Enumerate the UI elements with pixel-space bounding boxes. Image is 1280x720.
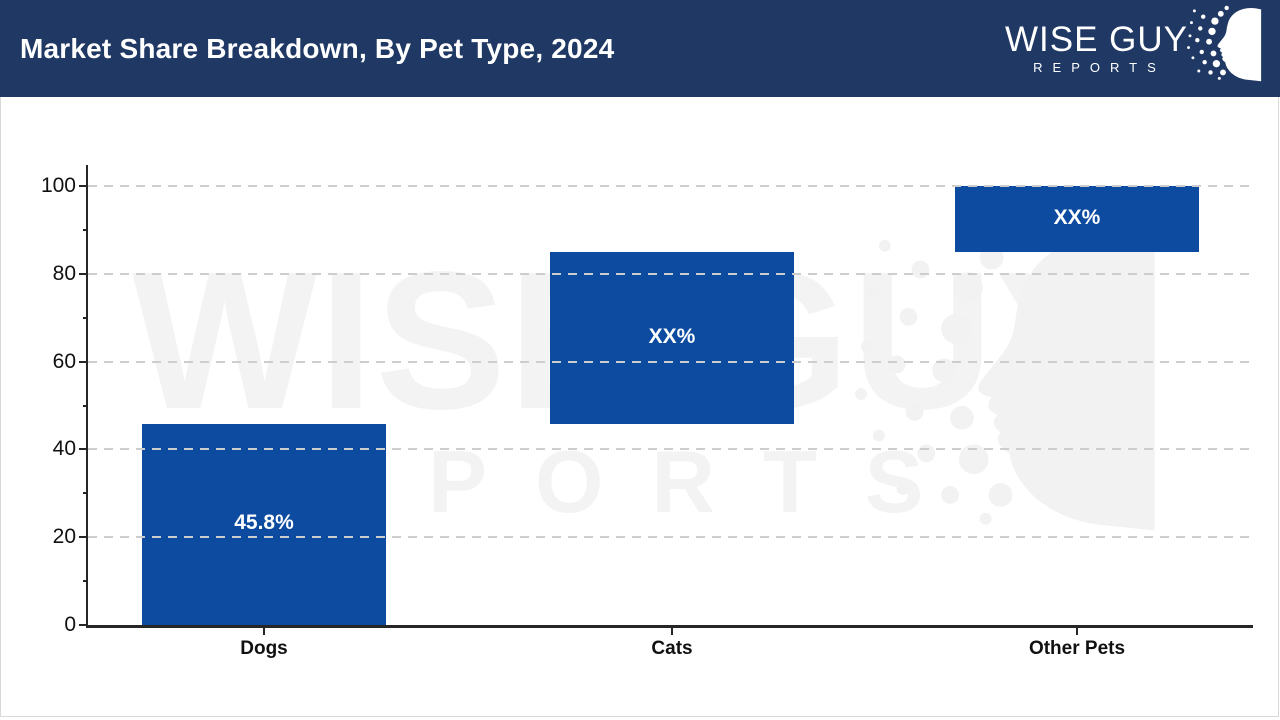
- y-axis-tick-label: 80: [52, 261, 76, 285]
- y-axis-tick-label: 60: [52, 349, 76, 373]
- bar-value-label: XX%: [648, 324, 696, 348]
- y-axis-tick-label: 100: [40, 174, 76, 197]
- y-axis-minor-tick: [83, 228, 88, 231]
- y-axis-major-tick: [79, 448, 88, 451]
- x-axis-category-label: Dogs: [240, 638, 288, 659]
- y-axis-line: [86, 165, 88, 627]
- y-axis-tick-label: 40: [52, 437, 76, 461]
- logo-wordmark: WISE GUY REPORTS: [1005, 22, 1188, 75]
- bar-value-label: 45.8%: [234, 511, 294, 535]
- bar-cats: [550, 251, 794, 424]
- y-axis-minor-tick: [83, 404, 88, 407]
- header-bar: Market Share Breakdown, By Pet Type, 202…: [0, 0, 1280, 97]
- bar-value-label: XX%: [1053, 205, 1101, 229]
- gridline-20: [88, 536, 1253, 539]
- gridline-80: [88, 272, 1253, 275]
- wise-guy-reports-logo: WISE GUY REPORTS: [1005, 5, 1266, 93]
- x-axis-category-label: Cats: [651, 638, 693, 659]
- gridline-40: [88, 448, 1253, 451]
- y-axis-minor-tick: [83, 316, 88, 319]
- logo-subtitle-text: REPORTS: [1033, 60, 1166, 75]
- gridline-100: [88, 185, 1253, 187]
- logo-head-icon: [1187, 5, 1262, 81]
- y-axis-major-tick: [79, 536, 88, 539]
- logo-title-text: WISE GUY: [1004, 20, 1188, 59]
- bar-dogs: [142, 423, 386, 625]
- page-title: Market Share Breakdown, By Pet Type, 202…: [20, 32, 615, 64]
- y-axis-major-tick: [79, 360, 88, 363]
- y-axis-major-tick: [79, 272, 88, 275]
- y-axis-minor-tick: [83, 580, 88, 583]
- y-axis-major-tick: [79, 185, 88, 187]
- y-axis-tick-label: 0: [64, 613, 76, 636]
- x-axis-line: [86, 625, 1253, 628]
- y-axis-minor-tick: [83, 492, 88, 495]
- gridline-60: [88, 360, 1253, 363]
- y-axis-tick-label: 20: [52, 525, 76, 549]
- watermark-head-icon: [855, 224, 1155, 531]
- x-axis-tick: [671, 628, 673, 635]
- x-axis-category-label: Other Pets: [1028, 638, 1126, 659]
- x-axis-tick: [1076, 628, 1078, 635]
- y-axis-major-tick: [79, 624, 88, 626]
- x-axis-tick: [263, 628, 265, 635]
